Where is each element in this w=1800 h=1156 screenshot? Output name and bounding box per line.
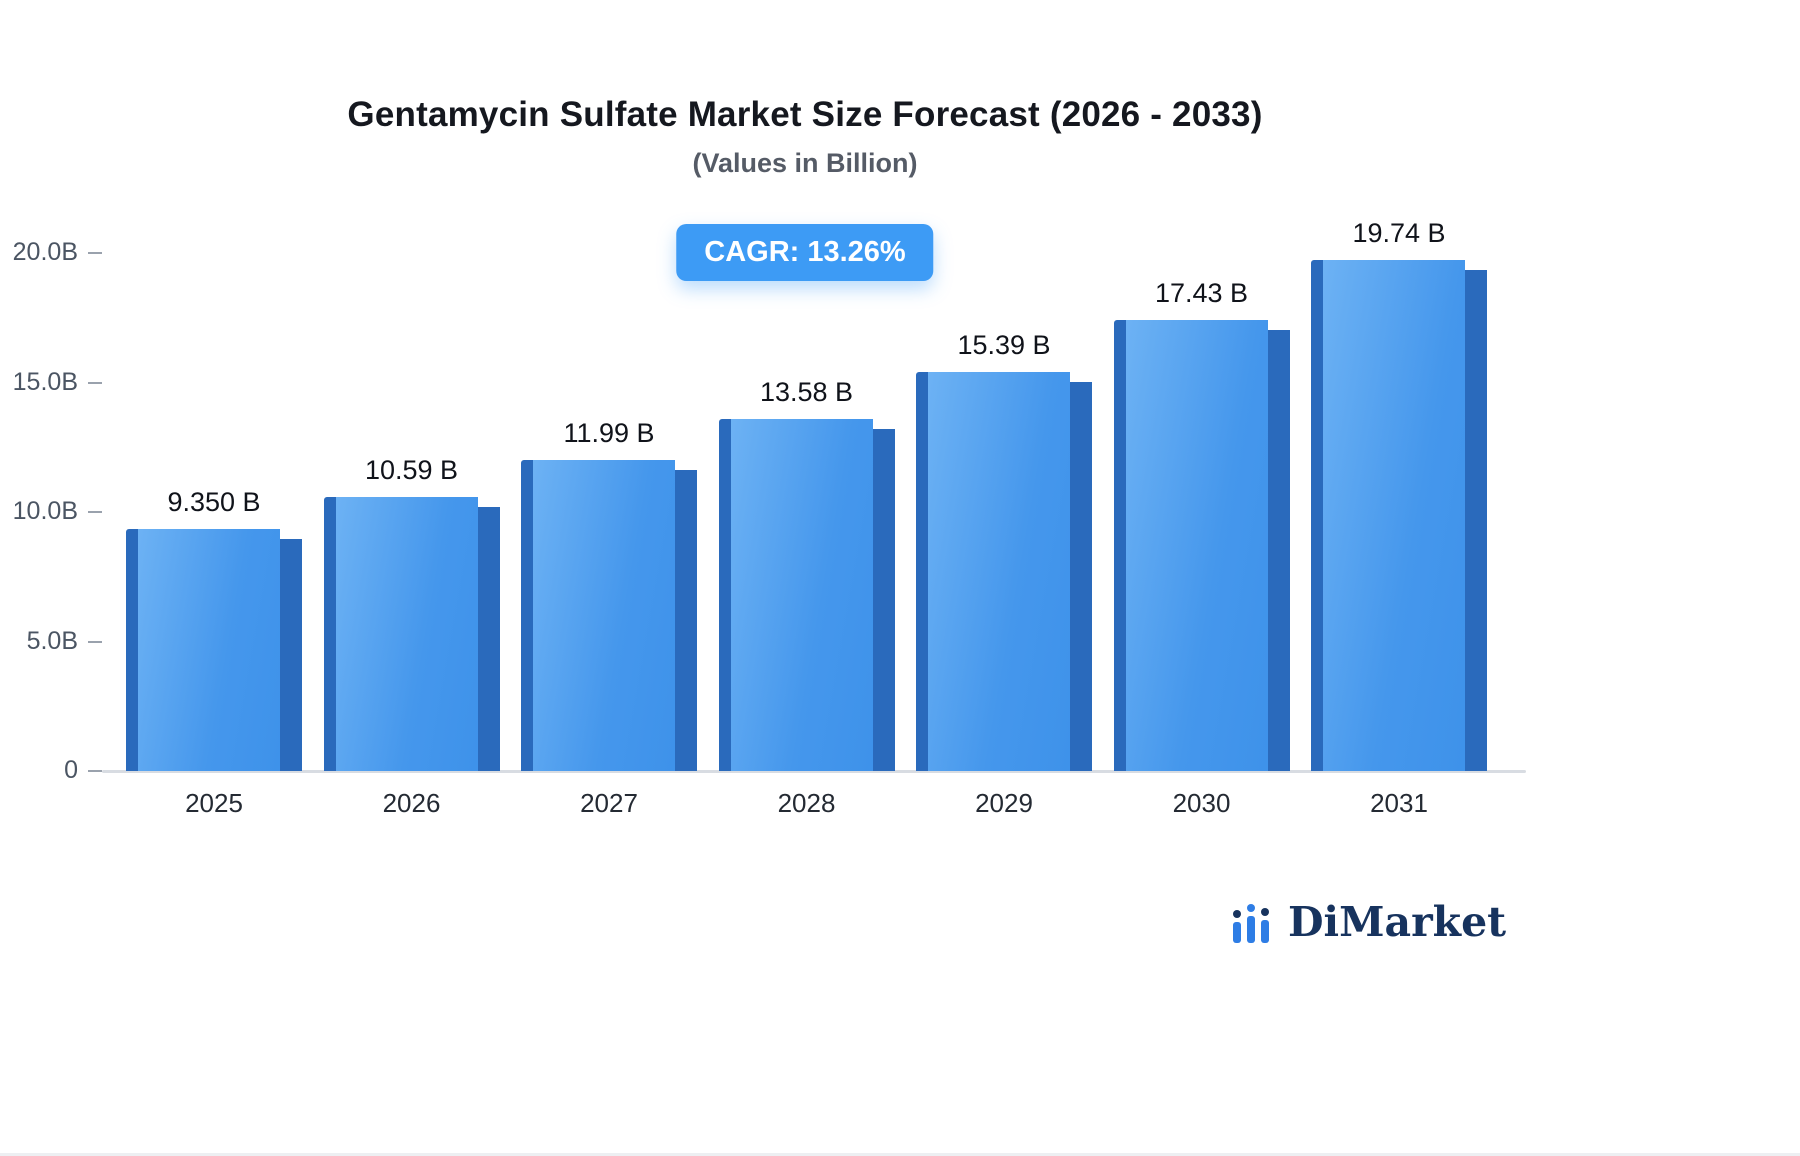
x-axis-label: 2029 — [975, 788, 1033, 818]
y-tick-mark — [88, 770, 102, 772]
bar-face — [138, 528, 280, 771]
x-axis-label: 2026 — [382, 788, 441, 818]
bar-side-left — [126, 528, 138, 771]
bar — [126, 528, 302, 771]
chart-title: Gentamycin Sulfate Market Size Forecast … — [347, 95, 1263, 134]
bar-side-left — [1311, 259, 1323, 771]
y-tick-mark — [88, 511, 102, 513]
bar-side-left — [323, 496, 336, 771]
bar-side-right — [675, 470, 697, 771]
y-tick-label: 15.0B — [12, 367, 78, 396]
bar — [521, 460, 697, 771]
bar-side-left — [1113, 319, 1126, 771]
bar-value-label: 15.39 B — [957, 330, 1051, 361]
bar-value-label: 10.59 B — [364, 454, 459, 485]
bar-chart-icon — [1228, 898, 1276, 946]
bar-face — [533, 460, 675, 771]
bar-face — [928, 372, 1070, 771]
bar-side-left — [718, 419, 731, 771]
bar-side-right — [872, 429, 895, 771]
bar — [323, 496, 500, 771]
bar — [718, 419, 895, 771]
bar-side-right — [1267, 329, 1290, 771]
x-axis-label: 2025 — [185, 788, 243, 818]
bar-side-left — [916, 372, 928, 771]
chart-subtitle: (Values in Billion) — [692, 148, 918, 178]
y-tick-mark — [88, 381, 102, 384]
bar-face — [730, 419, 873, 771]
bar-value-label: 17.43 B — [1154, 277, 1249, 308]
y-tick-mark — [88, 640, 102, 643]
y-tick-label: 5.0B — [26, 626, 78, 655]
bar-value-label: 19.74 B — [1352, 217, 1446, 248]
bar-face — [1323, 259, 1465, 771]
x-axis-label: 2027 — [580, 788, 638, 818]
x-axis-label: 2031 — [1370, 788, 1428, 818]
axis-baseline — [102, 770, 1526, 773]
y-tick-label: 20.0B — [12, 238, 78, 266]
x-axis-label: 2030 — [1172, 788, 1231, 818]
bar-value-label: 11.99 B — [563, 418, 655, 449]
dimarket-logo-text: DiMarket — [1288, 898, 1507, 946]
bar-side-right — [1070, 382, 1092, 771]
bar-value-label: 13.58 B — [759, 377, 854, 408]
y-tick-label: 0 — [64, 756, 78, 784]
y-tick-mark — [88, 252, 102, 254]
dimarket-logo: DiMarket — [1228, 898, 1506, 946]
bar-face — [335, 496, 478, 771]
bar-face — [1125, 319, 1268, 771]
y-tick-label: 10.0B — [12, 497, 78, 525]
bar-side-right — [280, 538, 302, 771]
bar-side-right — [1465, 269, 1487, 771]
bar — [1311, 259, 1487, 771]
bar-side-right — [477, 506, 500, 771]
bar-side-left — [521, 460, 533, 771]
bar-value-label: 9.350 B — [167, 486, 261, 517]
bar — [1113, 319, 1290, 771]
bar — [916, 372, 1092, 771]
x-axis-label: 2028 — [777, 788, 836, 818]
cagr-badge: CAGR: 13.26% — [676, 224, 934, 281]
